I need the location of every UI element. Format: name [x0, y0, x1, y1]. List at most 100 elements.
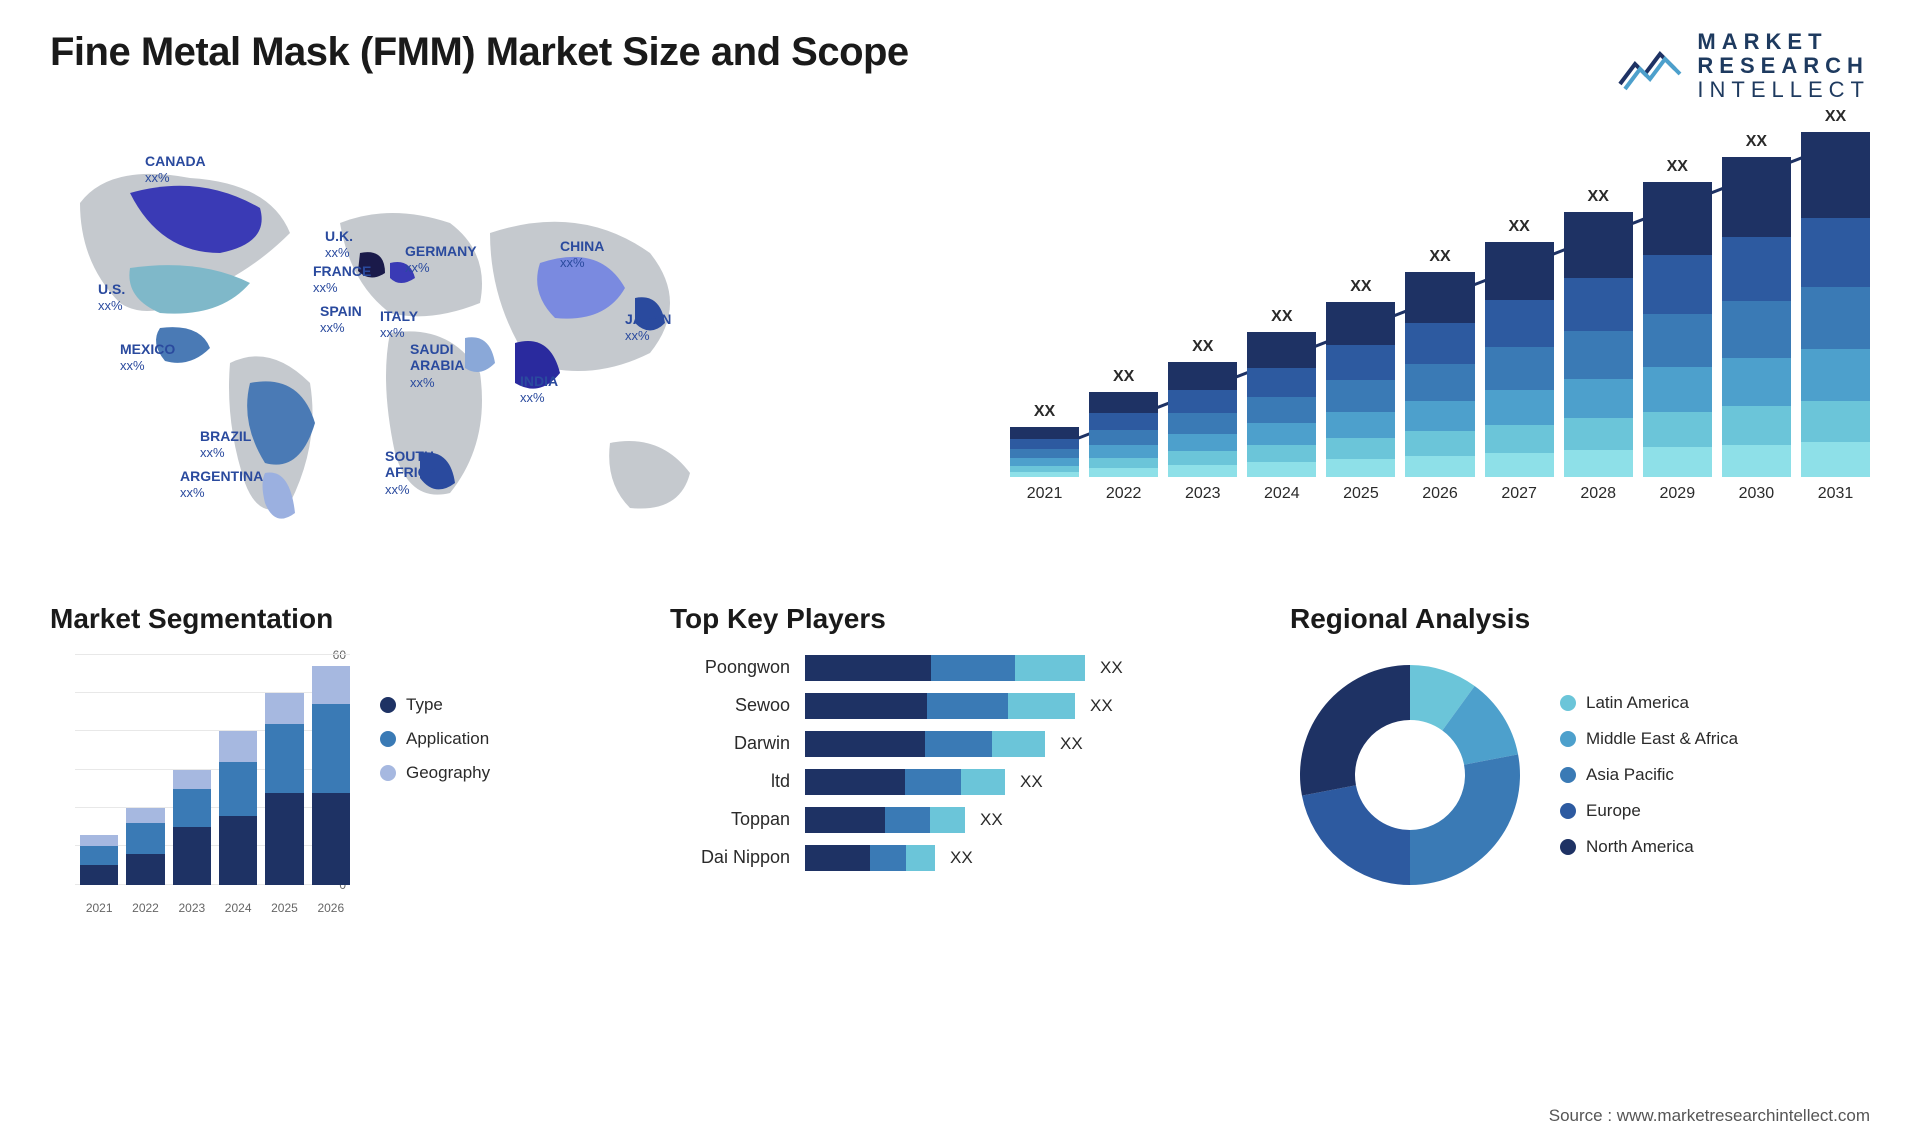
seg-segment [173, 770, 211, 789]
growth-year-label: 2030 [1739, 485, 1775, 503]
growth-segment [1326, 380, 1395, 412]
legend-label: Latin America [1586, 693, 1689, 713]
growth-column: XX2029 [1643, 158, 1712, 503]
growth-column: XX 2030 [1722, 133, 1791, 503]
growth-year-label: 2024 [1264, 485, 1300, 503]
growth-segment [1168, 434, 1237, 451]
segmentation-chart: 0102030405060 202120222023202420252026 T… [50, 655, 630, 915]
map-label: SOUTHAFRICAxx% [385, 448, 438, 498]
player-bar [805, 845, 935, 871]
legend-dot-icon [1560, 731, 1576, 747]
player-row: SewooXX [670, 693, 1250, 719]
growth-value-label: XX [1825, 108, 1846, 126]
growth-segment [1089, 392, 1158, 413]
growth-value-label: XX [1746, 133, 1767, 151]
player-segment [930, 807, 965, 833]
growth-bar [1089, 392, 1158, 477]
growth-segment [1010, 427, 1079, 440]
growth-segment [1089, 430, 1158, 445]
seg-segment [219, 731, 257, 762]
legend-dot-icon [380, 731, 396, 747]
legend-item: Europe [1560, 801, 1738, 821]
legend-label: Asia Pacific [1586, 765, 1674, 785]
seg-column [126, 808, 164, 885]
player-row: ToppanXX [670, 807, 1250, 833]
growth-segment [1089, 413, 1158, 430]
growth-segment [1326, 412, 1395, 438]
seg-year-label: 2025 [265, 901, 303, 915]
growth-column: XX2025 [1326, 278, 1395, 503]
growth-bar [1168, 362, 1237, 477]
growth-segment [1247, 423, 1316, 445]
growth-segment [1010, 449, 1079, 458]
growth-segment [1168, 390, 1237, 413]
seg-segment [80, 846, 118, 865]
legend-item: Middle East & Africa [1560, 729, 1738, 749]
growth-segment [1643, 255, 1712, 314]
legend-dot-icon [1560, 695, 1576, 711]
players-title: Top Key Players [670, 603, 1250, 635]
growth-column: XX 2031 [1801, 108, 1870, 503]
growth-year-label: 2023 [1185, 485, 1221, 503]
map-label: SAUDIARABIAxx% [410, 341, 464, 391]
growth-bar [1326, 302, 1395, 477]
player-name: Toppan [670, 809, 790, 830]
growth-segment [1801, 349, 1870, 401]
seg-segment [312, 793, 350, 885]
growth-segment [1010, 458, 1079, 466]
growth-bar [1247, 332, 1316, 477]
growth-segment [1326, 438, 1395, 459]
player-segment [805, 731, 925, 757]
growth-segment [1643, 412, 1712, 447]
growth-column: XX2027 [1485, 218, 1554, 503]
growth-value-label: XX [1350, 278, 1371, 296]
seg-year-label: 2026 [312, 901, 350, 915]
growth-segment [1801, 401, 1870, 442]
player-value: XX [1020, 772, 1043, 792]
seg-segment [173, 827, 211, 885]
growth-segment [1326, 302, 1395, 346]
player-segment [961, 769, 1005, 795]
growth-segment [1801, 132, 1870, 218]
growth-segment [1643, 314, 1712, 367]
seg-segment [173, 789, 211, 827]
legend-label: North America [1586, 837, 1694, 857]
growth-segment [1722, 237, 1791, 301]
growth-value-label: XX [1667, 158, 1688, 176]
segmentation-panel: Market Segmentation 0102030405060 202120… [50, 603, 630, 915]
map-label: CANADAxx% [145, 153, 206, 187]
growth-segment [1485, 300, 1554, 347]
legend-dot-icon [380, 765, 396, 781]
growth-year-label: 2022 [1106, 485, 1142, 503]
donut-slice [1300, 665, 1410, 796]
legend-item: Geography [380, 763, 490, 783]
growth-segment [1722, 301, 1791, 359]
player-segment [906, 845, 935, 871]
growth-segment [1564, 379, 1633, 419]
logo-text: MARKET RESEARCH INTELLECT [1697, 30, 1870, 103]
player-row: DarwinXX [670, 731, 1250, 757]
growth-segment [1722, 157, 1791, 237]
legend-item: Type [380, 695, 490, 715]
growth-value-label: XX [1113, 368, 1134, 386]
growth-year-label: 2031 [1818, 485, 1854, 503]
map-label: FRANCExx% [313, 263, 371, 297]
map-label: ARGENTINAxx% [180, 468, 263, 502]
map-label: MEXICOxx% [120, 341, 175, 375]
growth-year-label: 2021 [1027, 485, 1063, 503]
segmentation-legend: TypeApplicationGeography [380, 655, 490, 915]
player-name: Dai Nippon [670, 847, 790, 868]
player-row: PoongwonXX [670, 655, 1250, 681]
player-segment [870, 845, 906, 871]
growth-value-label: XX [1271, 308, 1292, 326]
seg-column [265, 693, 303, 885]
growth-segment [1564, 331, 1633, 379]
growth-segment [1643, 367, 1712, 411]
logo: MARKET RESEARCH INTELLECT [1615, 30, 1870, 103]
map-label: INDIAxx% [520, 373, 558, 407]
player-segment [805, 845, 870, 871]
growth-column: XX2021 [1010, 403, 1079, 503]
growth-bar [1405, 272, 1474, 477]
growth-segment [1247, 445, 1316, 462]
growth-segment [1405, 272, 1474, 323]
